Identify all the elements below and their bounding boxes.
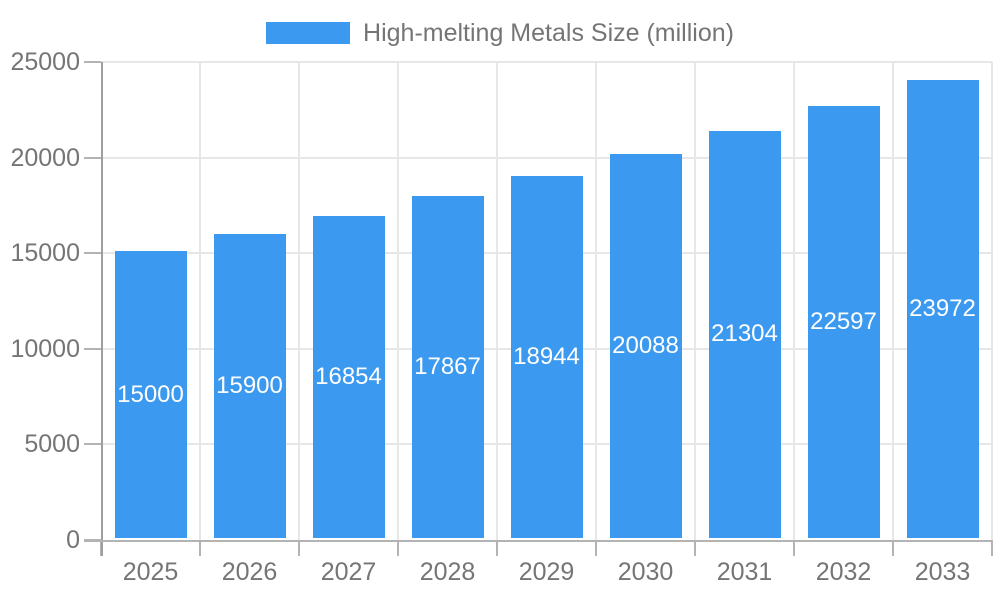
legend: High-melting Metals Size (million) (0, 20, 1000, 46)
x-tick-label: 2026 (221, 558, 278, 586)
x-axis-line (84, 540, 992, 542)
bar-value-label: 16854 (315, 362, 382, 390)
y-tick-mark (84, 347, 101, 350)
x-tick-mark (694, 540, 696, 556)
y-tick-mark (84, 443, 101, 446)
bar: 15000 (114, 251, 187, 538)
v-gridline (892, 62, 894, 540)
x-tick-mark (793, 540, 795, 556)
bar: 17867 (411, 196, 484, 538)
y-tick-label: 10000 (10, 334, 80, 363)
bar-value-label: 22597 (810, 307, 877, 335)
bar: 15900 (213, 234, 286, 538)
bar: 22597 (807, 105, 880, 538)
y-tick-mark (84, 252, 101, 255)
v-gridline (199, 62, 201, 540)
bar: 20088 (609, 153, 682, 538)
x-tick-label: 2027 (320, 558, 377, 586)
legend-label: High-melting Metals Size (million) (363, 19, 734, 47)
x-tick-mark (595, 540, 597, 556)
x-tick-label: 2030 (617, 558, 674, 586)
x-tick-mark (298, 540, 300, 556)
bar-value-label: 15900 (216, 372, 283, 399)
x-tick-mark (496, 540, 498, 556)
bar: 16854 (312, 215, 385, 538)
v-gridline (793, 62, 795, 540)
y-tick-label: 15000 (10, 239, 80, 268)
y-tick-mark (84, 61, 101, 63)
bar: 23972 (906, 79, 979, 538)
h-gridline (101, 61, 992, 63)
v-gridline (694, 62, 696, 540)
x-tick-label: 2025 (122, 558, 179, 586)
y-tick-label: 20000 (10, 143, 80, 172)
bar-value-label: 23972 (909, 294, 976, 322)
x-tick-label: 2032 (815, 558, 872, 586)
v-gridline (397, 62, 399, 540)
y-tick-mark (84, 156, 101, 159)
x-tick-label: 2028 (419, 558, 476, 586)
v-gridline (595, 62, 597, 540)
v-gridline (298, 62, 300, 540)
x-tick-label: 2031 (716, 558, 773, 586)
x-tick-label: 2033 (914, 558, 971, 586)
x-tick-mark (199, 540, 201, 556)
h-gridline (101, 156, 992, 159)
legend-swatch (266, 22, 351, 44)
x-tick-mark (991, 540, 993, 556)
v-gridline (496, 62, 498, 540)
y-tick-label: 5000 (24, 430, 80, 459)
v-gridline (991, 62, 993, 540)
bar-value-label: 20088 (612, 331, 679, 359)
bar: 21304 (708, 130, 781, 538)
x-tick-mark (892, 540, 894, 556)
x-tick-mark (397, 540, 399, 556)
x-tick-label: 2029 (518, 558, 575, 586)
y-tick-label: 0 (66, 526, 80, 554)
bar-value-label: 21304 (711, 320, 778, 348)
bar-value-label: 15000 (117, 380, 184, 408)
bar: 18944 (510, 175, 583, 538)
bar-value-label: 17867 (414, 353, 481, 381)
plot-area: 0 5000 10000 15000 20000 25000 15000 15900 16854… (10, 48, 993, 586)
bar-value-label: 18944 (513, 342, 580, 370)
y-axis-line (101, 62, 103, 556)
y-tick-label: 25000 (10, 48, 80, 76)
